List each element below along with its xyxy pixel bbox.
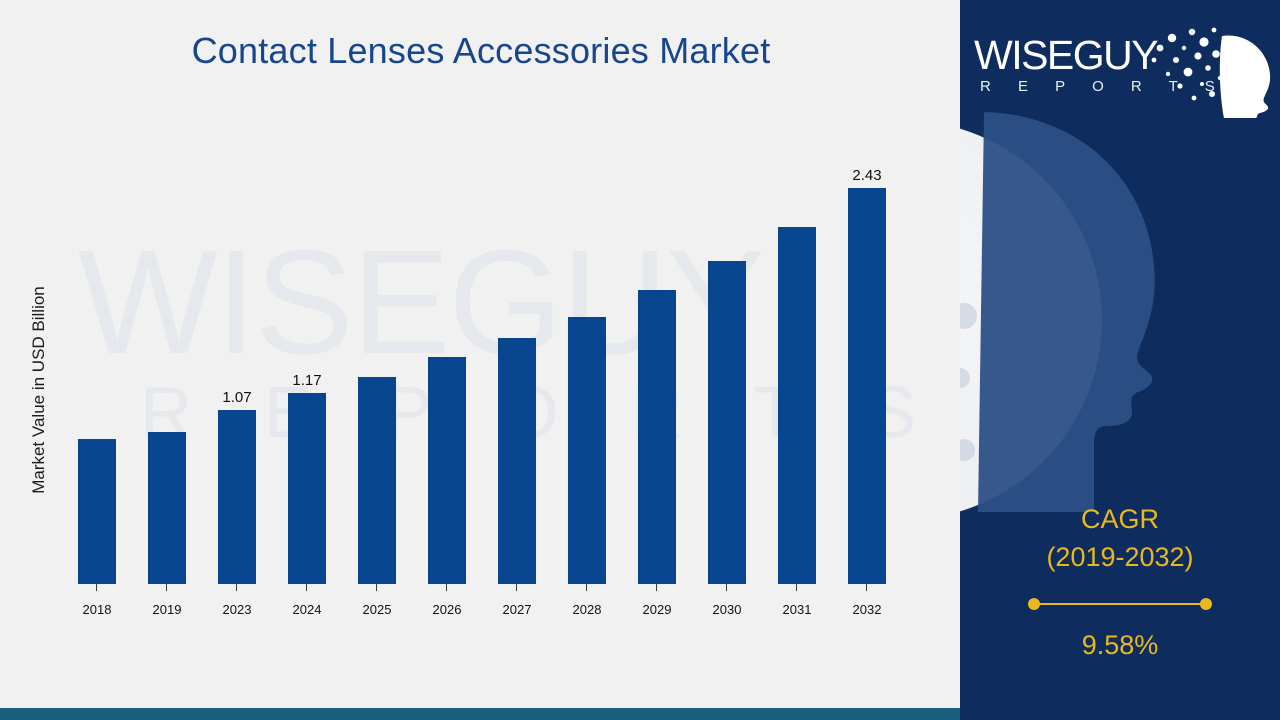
bar-group: 2028 xyxy=(552,160,622,617)
cagr-heading: CAGR xyxy=(1080,504,1159,534)
bar-group: 2018 xyxy=(62,160,132,617)
axis-tick xyxy=(96,584,97,591)
logo-subtitle: R E P O R T S xyxy=(980,78,1227,95)
axis-tick xyxy=(726,584,727,591)
bar-value-label: 1.07 xyxy=(222,389,252,406)
cagr-block: CAGR (2019-2032) 9.58% xyxy=(960,500,1280,661)
divider-rule xyxy=(1034,603,1206,605)
logo-wordmark: WISEGUY xyxy=(974,32,1159,78)
cagr-period: (2019-2032) xyxy=(1046,542,1194,572)
bar xyxy=(288,393,326,584)
side-panel: WISEGUY R E P O R T S xyxy=(960,0,1280,720)
bar-group: 2031 xyxy=(762,160,832,617)
axis-tick xyxy=(796,584,797,591)
y-axis-label: Market Value in USD Billion xyxy=(29,286,48,494)
bar xyxy=(568,317,606,584)
bar xyxy=(848,188,886,584)
bar xyxy=(778,227,816,584)
x-axis-tick-label: 2032 xyxy=(852,602,882,617)
x-axis-tick-label: 2026 xyxy=(432,602,462,617)
bar xyxy=(218,410,256,584)
bottom-accent-strip xyxy=(0,708,962,720)
axis-tick xyxy=(866,584,867,591)
x-axis-tick-label: 2024 xyxy=(292,602,322,617)
cagr-value: 9.58% xyxy=(1081,630,1159,660)
axis-tick xyxy=(516,584,517,591)
axis-tick xyxy=(236,584,237,591)
bar-group: 1.17 2024 xyxy=(272,160,342,617)
logo-dot-head-icon xyxy=(1151,27,1271,118)
bar xyxy=(638,290,676,584)
axis-tick xyxy=(656,584,657,591)
bar-group: 2019 xyxy=(132,160,202,617)
axis-tick xyxy=(376,584,377,591)
x-axis-tick-label: 2029 xyxy=(642,602,672,617)
page-title: Contact Lenses Accessories Market xyxy=(191,30,771,71)
bar-group: 2026 xyxy=(412,160,482,617)
bar-chart-plot: 2018 2019 1.07 2023 1.17 2024 2025 2026 2027 2028… xyxy=(62,160,902,617)
divider-dot-right xyxy=(1200,598,1212,610)
x-axis-tick-label: 2031 xyxy=(782,602,812,617)
axis-tick xyxy=(306,584,307,591)
bar xyxy=(148,432,186,584)
bar xyxy=(358,377,396,584)
x-axis-tick-label: 2030 xyxy=(712,602,742,617)
x-axis-tick-label: 2027 xyxy=(502,602,532,617)
x-axis-tick-label: 2028 xyxy=(572,602,602,617)
x-axis-tick-label: 2025 xyxy=(362,602,392,617)
bar-group: 2.43 2032 xyxy=(832,160,902,617)
bar xyxy=(428,357,466,584)
bar-group: 2029 xyxy=(622,160,692,617)
axis-tick xyxy=(446,584,447,591)
x-axis-tick-label: 2018 xyxy=(82,602,112,617)
bar-group: 2030 xyxy=(692,160,762,617)
cagr-divider xyxy=(1028,598,1212,610)
bar-value-label: 2.43 xyxy=(852,167,882,184)
axis-tick xyxy=(586,584,587,591)
bar-value-label: 1.17 xyxy=(292,372,322,389)
bar xyxy=(78,439,116,584)
brand-logo: WISEGUY R E P O R T S xyxy=(960,26,1280,118)
bar-group: 2027 xyxy=(482,160,552,617)
bar-group: 2025 xyxy=(342,160,412,617)
axis-tick xyxy=(166,584,167,591)
x-axis-tick-label: 2019 xyxy=(152,602,182,617)
x-axis-tick-label: 2023 xyxy=(222,602,252,617)
bar-group: 1.07 2023 xyxy=(202,160,272,617)
head-silhouette-decoration xyxy=(978,112,1155,512)
dot-cluster-decoration xyxy=(960,303,977,461)
bar xyxy=(708,261,746,584)
bar xyxy=(498,338,536,584)
chart-panel: WISEGUY R E P O R T S Contact Lenses Acc… xyxy=(0,30,962,720)
